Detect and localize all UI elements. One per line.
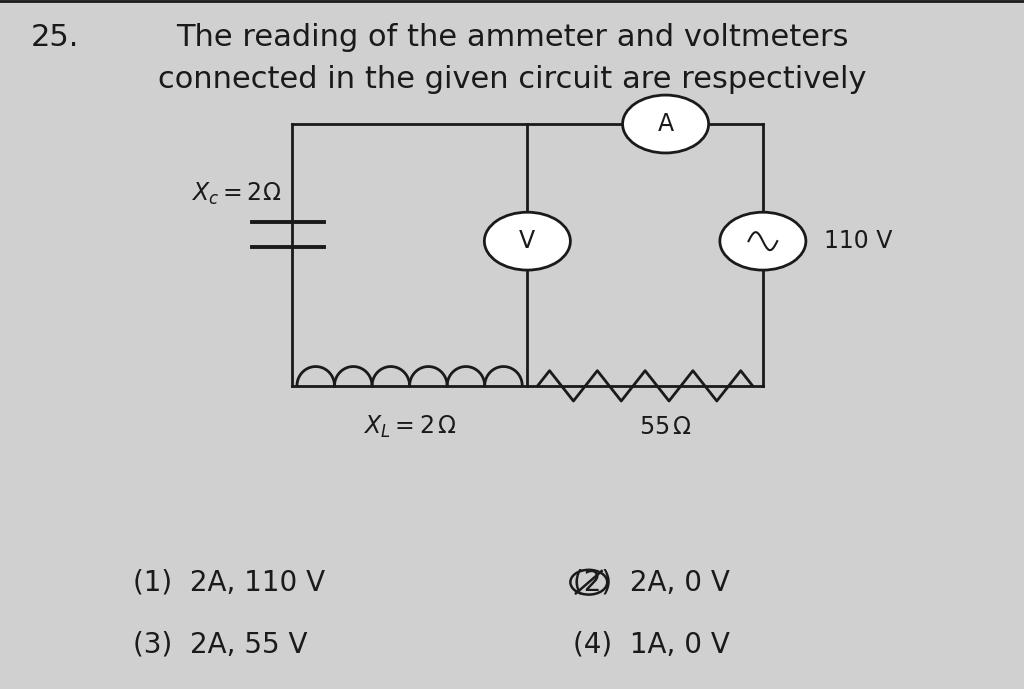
Text: connected in the given circuit are respectively: connected in the given circuit are respe… bbox=[158, 65, 866, 94]
Text: $55\,\Omega$: $55\,\Omega$ bbox=[639, 415, 692, 439]
Text: (3)  2A, 55 V: (3) 2A, 55 V bbox=[133, 630, 307, 658]
Text: (2)  2A, 0 V: (2) 2A, 0 V bbox=[573, 568, 730, 596]
Text: (4)  1A, 0 V: (4) 1A, 0 V bbox=[573, 630, 730, 658]
Circle shape bbox=[720, 212, 806, 270]
Circle shape bbox=[623, 95, 709, 153]
Text: $X_c = 2\Omega$: $X_c = 2\Omega$ bbox=[191, 181, 282, 207]
Text: V: V bbox=[519, 229, 536, 253]
Text: (1)  2A, 110 V: (1) 2A, 110 V bbox=[133, 568, 326, 596]
Text: 110 V: 110 V bbox=[824, 229, 893, 253]
Text: $X_L = 2\,\Omega$: $X_L = 2\,\Omega$ bbox=[362, 414, 457, 440]
Text: The reading of the ammeter and voltmeters: The reading of the ammeter and voltmeter… bbox=[176, 23, 848, 52]
Circle shape bbox=[484, 212, 570, 270]
Text: 25.: 25. bbox=[31, 23, 79, 52]
Text: A: A bbox=[657, 112, 674, 136]
